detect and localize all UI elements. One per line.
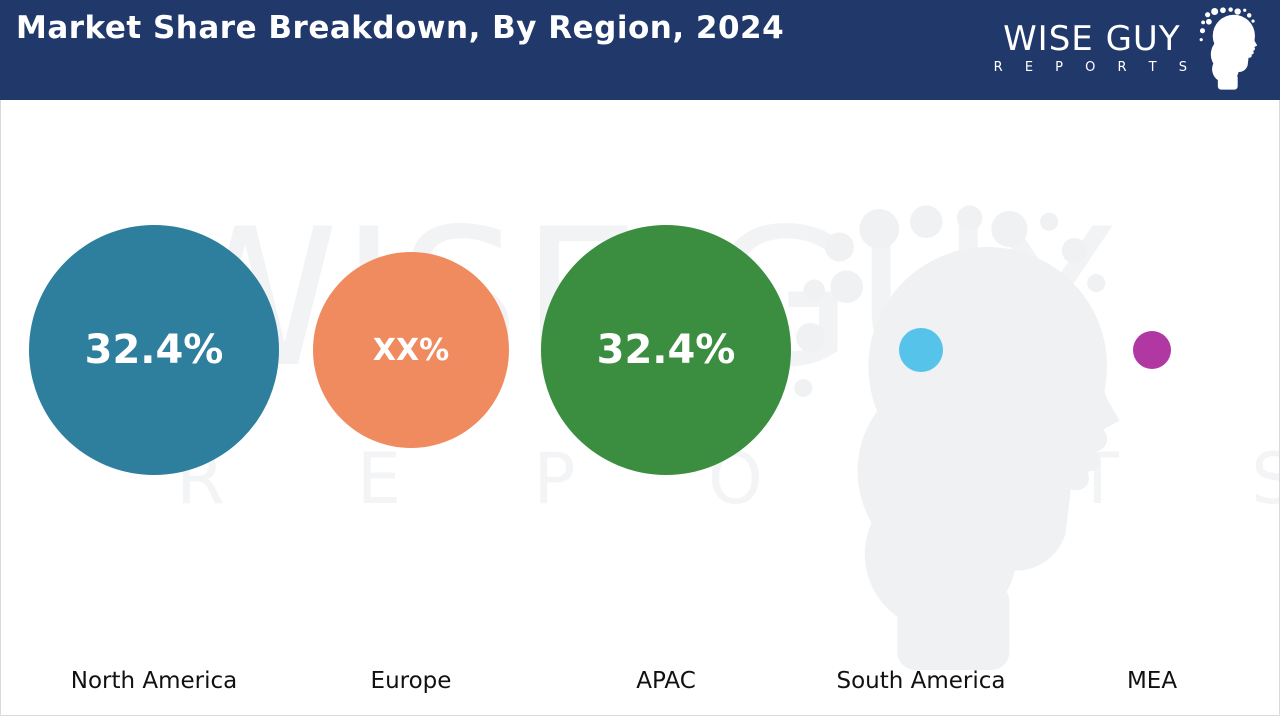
category-label-mea: MEA (1126, 668, 1178, 694)
bubble-mea (1133, 331, 1171, 369)
logo-wordmark: WISE GUY R E P O R T S (988, 19, 1196, 75)
category-label-south-america: South America (836, 668, 1006, 694)
category-label-europe: Europe (370, 668, 452, 694)
bubble-value-apac: 32.4% (596, 327, 736, 373)
bubble-value-north-america: 32.4% (84, 327, 224, 373)
bubble-value-europe: XX% (372, 332, 450, 368)
bubble-apac: 32.4% (541, 225, 791, 475)
chart-area: WISE GUY R E P O R T S 32.4% XX% 32.4% N… (0, 100, 1280, 716)
category-label-apac: APAC (636, 668, 696, 694)
bubble-europe: XX% (313, 252, 509, 448)
bubble-south-america (899, 328, 943, 372)
logo-wordmark-line1: WISE GUY (1003, 19, 1181, 60)
watermark-head-icon (794, 205, 1120, 670)
page-title: Market Share Breakdown, By Region, 2024 (16, 10, 785, 46)
wiseguy-logo: WISE GUY R E P O R T S (988, 6, 1262, 90)
header-bar: Market Share Breakdown, By Region, 2024 … (0, 0, 1280, 100)
logo-wordmark-line2: R E P O R T S (993, 59, 1196, 75)
category-label-north-america: North America (70, 668, 238, 694)
bubble-north-america: 32.4% (29, 225, 279, 475)
logo-head-icon (1199, 7, 1258, 90)
